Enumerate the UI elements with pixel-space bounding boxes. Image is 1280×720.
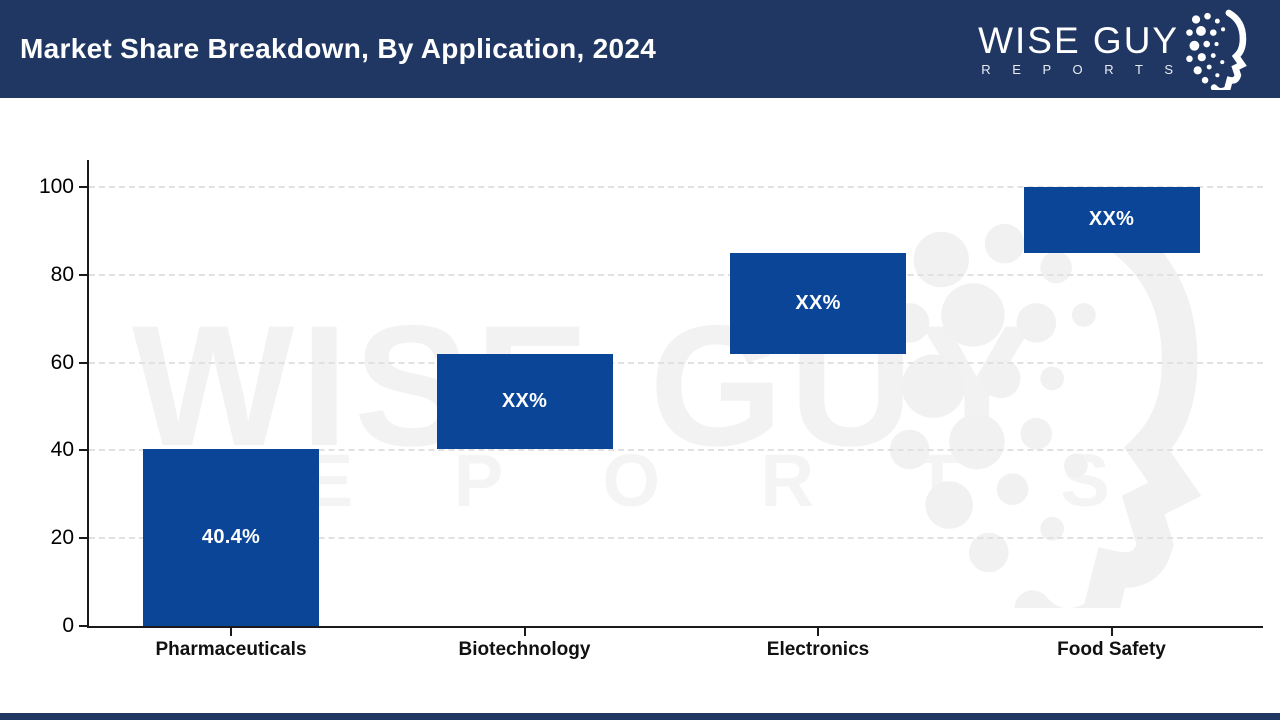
brand-head-icon bbox=[1186, 9, 1247, 90]
x-tick-label: Biotechnology bbox=[458, 639, 591, 660]
x-tick bbox=[1110, 628, 1113, 636]
y-tick bbox=[79, 361, 87, 364]
y-tick-label: 0 bbox=[62, 614, 74, 637]
y-tick-label: 60 bbox=[50, 350, 74, 374]
header: Market Share Breakdown, By Application, … bbox=[0, 0, 1280, 98]
y-tick bbox=[79, 537, 87, 540]
y-tick-label: 100 bbox=[38, 175, 74, 198]
y-tick bbox=[79, 625, 87, 627]
brand-logo: WISE GUY R E P O R T S bbox=[975, 8, 1262, 90]
gridline bbox=[89, 361, 1263, 364]
page-title: Market Share Breakdown, By Application, … bbox=[20, 33, 657, 64]
watermark-head-icon bbox=[889, 212, 1202, 608]
y-tick-label: 80 bbox=[50, 262, 74, 286]
bar: 40.4% bbox=[143, 448, 319, 626]
y-tick bbox=[79, 186, 87, 188]
x-tick-label: Pharmaceuticals bbox=[155, 639, 307, 660]
gridline bbox=[89, 537, 1263, 540]
x-tick-label: Food Safety bbox=[1057, 639, 1166, 660]
bar-value-label: XX% bbox=[1088, 208, 1135, 231]
brand-reports-label: R E P O R T S bbox=[981, 62, 1182, 77]
gridline bbox=[89, 273, 1263, 276]
y-axis bbox=[87, 160, 89, 628]
y-tick-label: 20 bbox=[50, 526, 74, 550]
bar: XX% bbox=[436, 353, 613, 449]
bar: XX% bbox=[730, 252, 906, 354]
x-tick bbox=[523, 628, 526, 636]
bar-value-label: XX% bbox=[795, 291, 841, 314]
gridline bbox=[89, 186, 1263, 188]
y-tick bbox=[79, 273, 87, 276]
y-tick bbox=[79, 449, 87, 452]
x-tick bbox=[817, 628, 819, 636]
y-tick-label: 40 bbox=[50, 438, 74, 462]
bar-value-label: 40.4% bbox=[201, 525, 261, 548]
bar: XX% bbox=[1023, 187, 1200, 253]
x-tick-label: Electronics bbox=[766, 639, 870, 660]
x-tick bbox=[230, 628, 232, 636]
brand-wordmark: WISE GUY bbox=[978, 20, 1180, 61]
gridline bbox=[89, 449, 1263, 452]
x-axis bbox=[87, 626, 1263, 628]
bar-value-label: XX% bbox=[501, 389, 548, 412]
footer-bar bbox=[0, 713, 1280, 720]
